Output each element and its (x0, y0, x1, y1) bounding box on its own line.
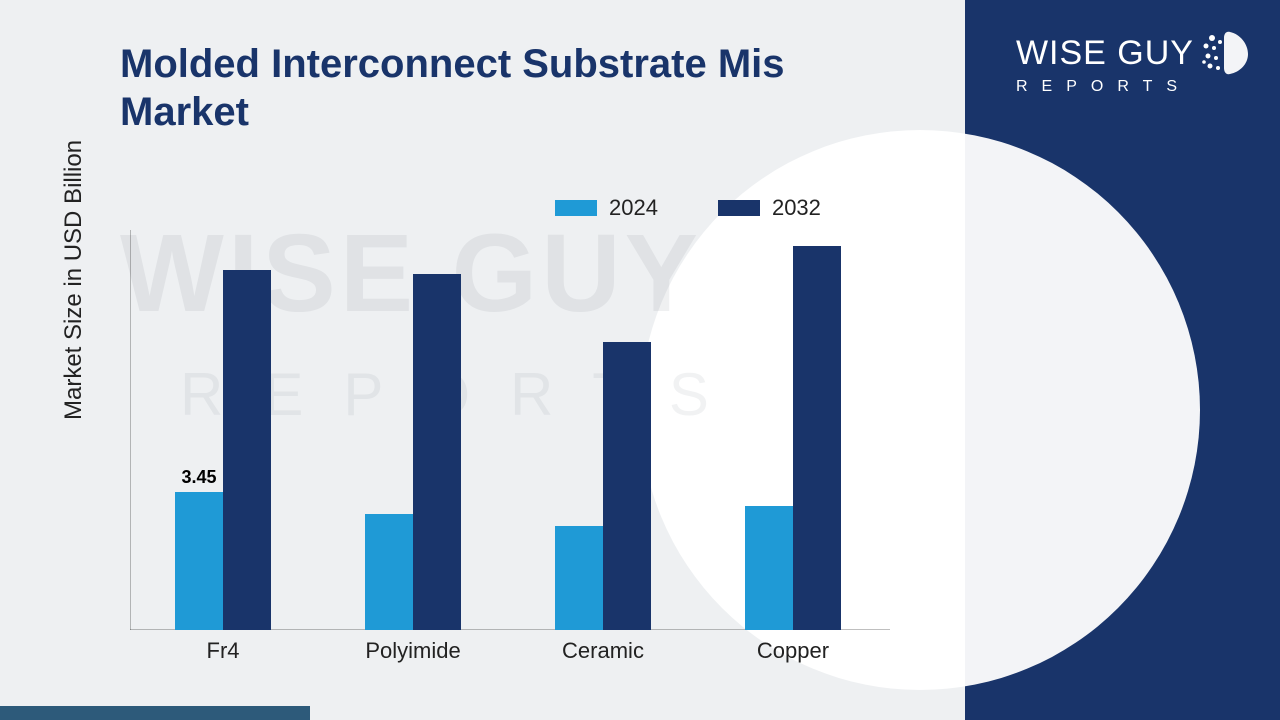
legend-label-2032: 2032 (772, 195, 821, 221)
bar-group: Copper (745, 246, 841, 630)
bar (413, 274, 461, 630)
y-axis-line (130, 230, 131, 630)
y-axis-label: Market Size in USD Billion (60, 140, 88, 420)
bar (793, 246, 841, 630)
x-tick-label: Ceramic (562, 638, 644, 664)
legend-swatch-2032 (718, 200, 760, 216)
legend-swatch-2024 (555, 200, 597, 216)
chart-title: Molded Interconnect Substrate Mis Market (120, 40, 880, 136)
bar (223, 270, 271, 630)
brand-logo: WISE GUY REPORTS (1016, 30, 1250, 96)
logo-line2: REPORTS (1016, 78, 1250, 96)
bar-group: 3.45Fr4 (175, 270, 271, 630)
bar (745, 506, 793, 630)
x-tick-label: Copper (757, 638, 829, 664)
legend-item-2024: 2024 (555, 195, 658, 221)
bar-group: Polyimide (365, 274, 461, 630)
x-tick-label: Fr4 (207, 638, 240, 664)
plot-area: 3.45Fr4 Polyimide Ceramic Copper (130, 230, 890, 630)
bar (603, 342, 651, 630)
x-tick-label: Polyimide (365, 638, 460, 664)
bar-group: Ceramic (555, 342, 651, 630)
bottom-accent-bar (0, 706, 310, 720)
bar (365, 514, 413, 630)
logo-line1: WISE GUY (1016, 34, 1194, 73)
legend: 2024 2032 (555, 195, 821, 221)
bar (555, 526, 603, 630)
legend-item-2032: 2032 (718, 195, 821, 221)
bar: 3.45 (175, 492, 223, 630)
legend-label-2024: 2024 (609, 195, 658, 221)
brain-icon (1200, 30, 1250, 76)
chart-stage: WISE GUY REPORTS Molded Interconnect Sub… (0, 0, 1280, 720)
data-label: 3.45 (181, 467, 216, 488)
